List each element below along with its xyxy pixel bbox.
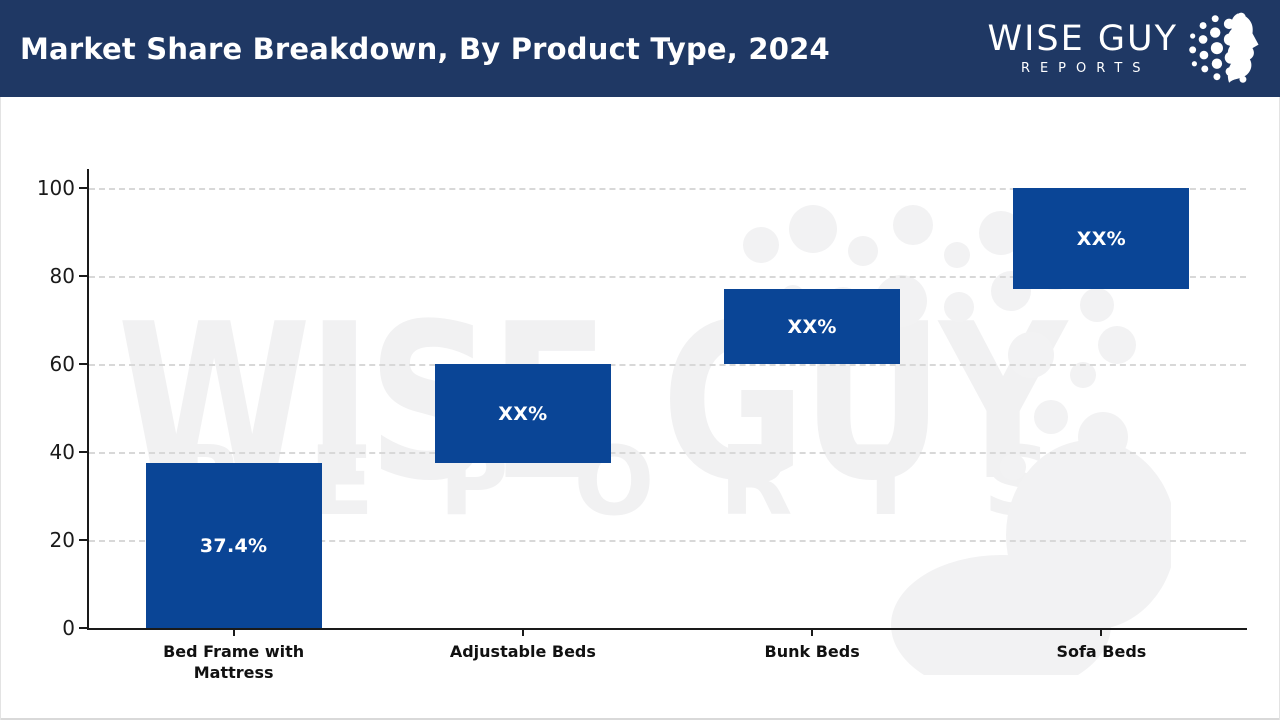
logo-wordmark: WISE GUY bbox=[987, 18, 1178, 59]
x-category-label: Bunk Beds bbox=[764, 642, 860, 661]
gridline bbox=[89, 540, 1246, 542]
y-tick-mark bbox=[79, 275, 88, 277]
page-title: Market Share Breakdown, By Product Type,… bbox=[20, 31, 830, 66]
x-tick-mark bbox=[811, 628, 814, 636]
y-axis-line bbox=[87, 169, 89, 630]
gridline bbox=[89, 188, 1246, 190]
bar-4: XX% bbox=[1013, 188, 1190, 290]
y-tick-label: 0 bbox=[62, 616, 75, 640]
y-tick-label: 80 bbox=[49, 264, 75, 288]
wiseguy-logo: WISE GUY REPORTS bbox=[987, 9, 1262, 89]
header: Market Share Breakdown, By Product Type,… bbox=[0, 0, 1280, 97]
plot-area: 37.4% XX% XX% XX% bbox=[79, 187, 1246, 636]
y-tick-mark bbox=[79, 187, 88, 189]
y-tick-label: 20 bbox=[49, 528, 75, 552]
bar-value-label: XX% bbox=[1076, 227, 1126, 250]
bar-1: 37.4% bbox=[145, 463, 322, 628]
gridline bbox=[89, 364, 1246, 366]
x-tick-mark bbox=[521, 628, 524, 636]
bar-value-label: XX% bbox=[498, 402, 548, 425]
x-tick-mark bbox=[232, 628, 235, 636]
y-tick-label: 40 bbox=[49, 440, 75, 464]
x-category-label: Sofa Beds bbox=[1056, 642, 1147, 661]
x-category-label: Bed Frame with Mattress bbox=[163, 642, 305, 682]
x-tick-mark bbox=[1100, 628, 1103, 636]
y-tick-mark bbox=[79, 539, 88, 541]
y-tick-mark bbox=[79, 363, 88, 365]
logo-text: WISE GUY REPORTS bbox=[987, 18, 1178, 76]
y-axis-labels: 0 20 40 60 80 100 bbox=[1, 176, 75, 640]
watermark-face-dots-icon bbox=[743, 205, 1171, 675]
chart-region: WISE GUY REPORTS 0 20 40 60 80 100 37.4% XX% XX… bbox=[0, 97, 1280, 720]
y-tick-label: 60 bbox=[49, 352, 75, 376]
bar-value-label: XX% bbox=[787, 315, 837, 338]
bar-3: XX% bbox=[724, 289, 901, 364]
x-category-label: Adjustable Beds bbox=[449, 642, 596, 661]
gridline bbox=[89, 452, 1246, 454]
bottom-border bbox=[1, 718, 1279, 720]
y-tick-mark bbox=[79, 451, 88, 453]
bar-2: XX% bbox=[434, 364, 611, 464]
gridline bbox=[89, 276, 1246, 278]
logo-subtitle: REPORTS bbox=[1020, 60, 1151, 76]
bar-value-label: 37.4% bbox=[199, 534, 268, 557]
wiseguy-face-icon bbox=[1189, 12, 1259, 83]
y-tick-mark bbox=[79, 627, 88, 629]
y-tick-label: 100 bbox=[36, 176, 75, 200]
x-axis-labels: Bed Frame with Mattress Adjustable Beds Bu… bbox=[89, 642, 1246, 702]
x-axis-line bbox=[87, 628, 1247, 631]
